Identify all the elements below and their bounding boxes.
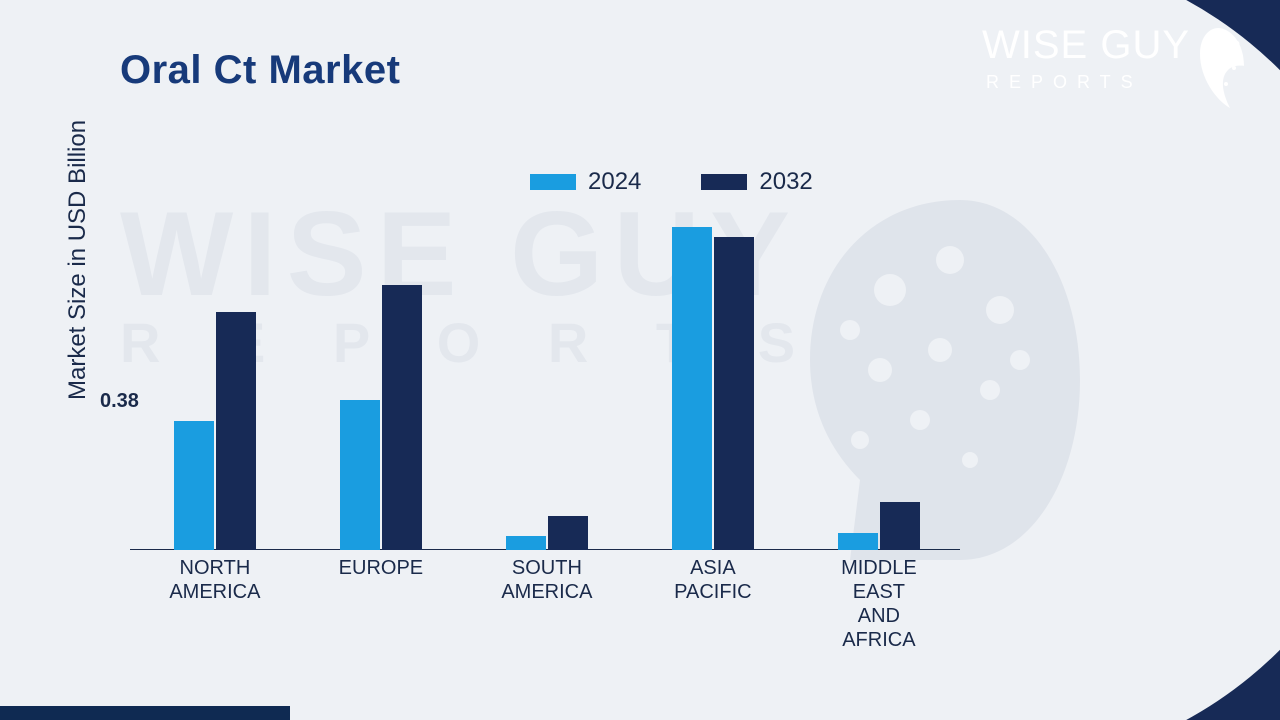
brand-logo: WISE GUY REPORTS xyxy=(982,16,1262,131)
x-label-ap: ASIA PACIFIC xyxy=(653,556,773,604)
x-label-sa: SOUTH AMERICA xyxy=(487,556,607,604)
x-label-mea: MIDDLE EAST AND AFRICA xyxy=(819,556,939,652)
legend-item-2032: 2032 xyxy=(701,168,812,196)
bar-2032-ap xyxy=(714,237,754,550)
bar-2024-eu xyxy=(340,400,380,550)
bar-2024-mea xyxy=(838,533,878,550)
legend-item-2024: 2024 xyxy=(530,168,641,196)
bar-group-eu xyxy=(321,285,441,550)
brand-sub-text: REPORTS xyxy=(986,72,1143,92)
legend-label-2024: 2024 xyxy=(588,168,641,196)
bar-2032-eu xyxy=(382,285,422,550)
legend-label-2032: 2032 xyxy=(759,168,812,196)
bar-group-na xyxy=(155,312,275,550)
legend: 2024 2032 xyxy=(530,168,813,196)
bar-2024-sa xyxy=(506,536,546,550)
bar-group-sa xyxy=(487,516,607,550)
chart-title: Oral Ct Market xyxy=(120,48,400,93)
bar-2032-na xyxy=(216,312,256,550)
brand-name-text: WISE GUY xyxy=(982,23,1190,67)
bar-group-mea xyxy=(819,502,939,550)
x-label-na: NORTH AMERICA xyxy=(155,556,275,604)
legend-swatch-2024 xyxy=(530,174,576,190)
value-label: 0.38 xyxy=(100,390,139,413)
bar-2032-mea xyxy=(880,502,920,550)
bar-2032-sa xyxy=(548,516,588,550)
bottom-accent-bar xyxy=(0,706,290,720)
bar-2024-ap xyxy=(672,227,712,550)
plot-area xyxy=(130,210,960,550)
x-label-eu: EUROPE xyxy=(321,556,441,580)
bar-group-ap xyxy=(653,227,773,550)
y-axis-label: Market Size in USD Billion xyxy=(64,120,92,400)
legend-swatch-2032 xyxy=(701,174,747,190)
bar-2024-na xyxy=(174,421,214,550)
